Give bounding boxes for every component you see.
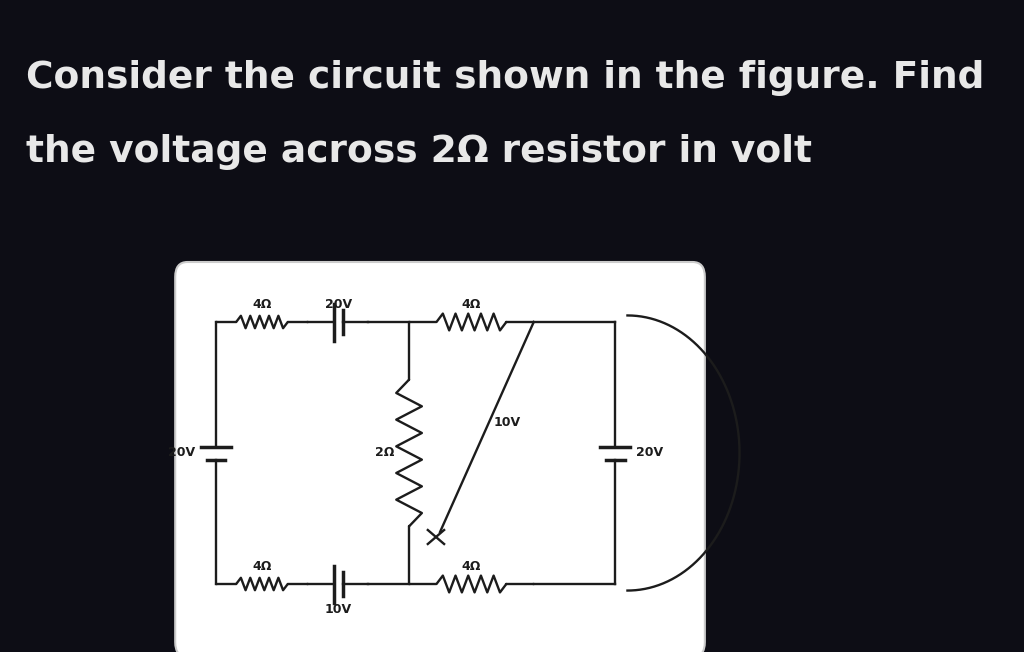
Text: 4Ω: 4Ω: [252, 298, 271, 311]
Text: Consider the circuit shown in the figure. Find: Consider the circuit shown in the figure…: [26, 60, 984, 96]
Text: the voltage across 2Ω resistor in volt: the voltage across 2Ω resistor in volt: [26, 134, 812, 170]
Text: 20V: 20V: [636, 447, 663, 460]
Text: 4Ω: 4Ω: [462, 560, 481, 573]
Text: 20V: 20V: [168, 447, 196, 460]
FancyBboxPatch shape: [175, 262, 705, 652]
Text: 4Ω: 4Ω: [252, 560, 271, 573]
Text: 4Ω: 4Ω: [462, 298, 481, 311]
Text: 2Ω: 2Ω: [375, 447, 394, 460]
Text: 10V: 10V: [325, 603, 351, 616]
Text: 10V: 10V: [494, 415, 520, 428]
Text: 20V: 20V: [325, 298, 351, 311]
